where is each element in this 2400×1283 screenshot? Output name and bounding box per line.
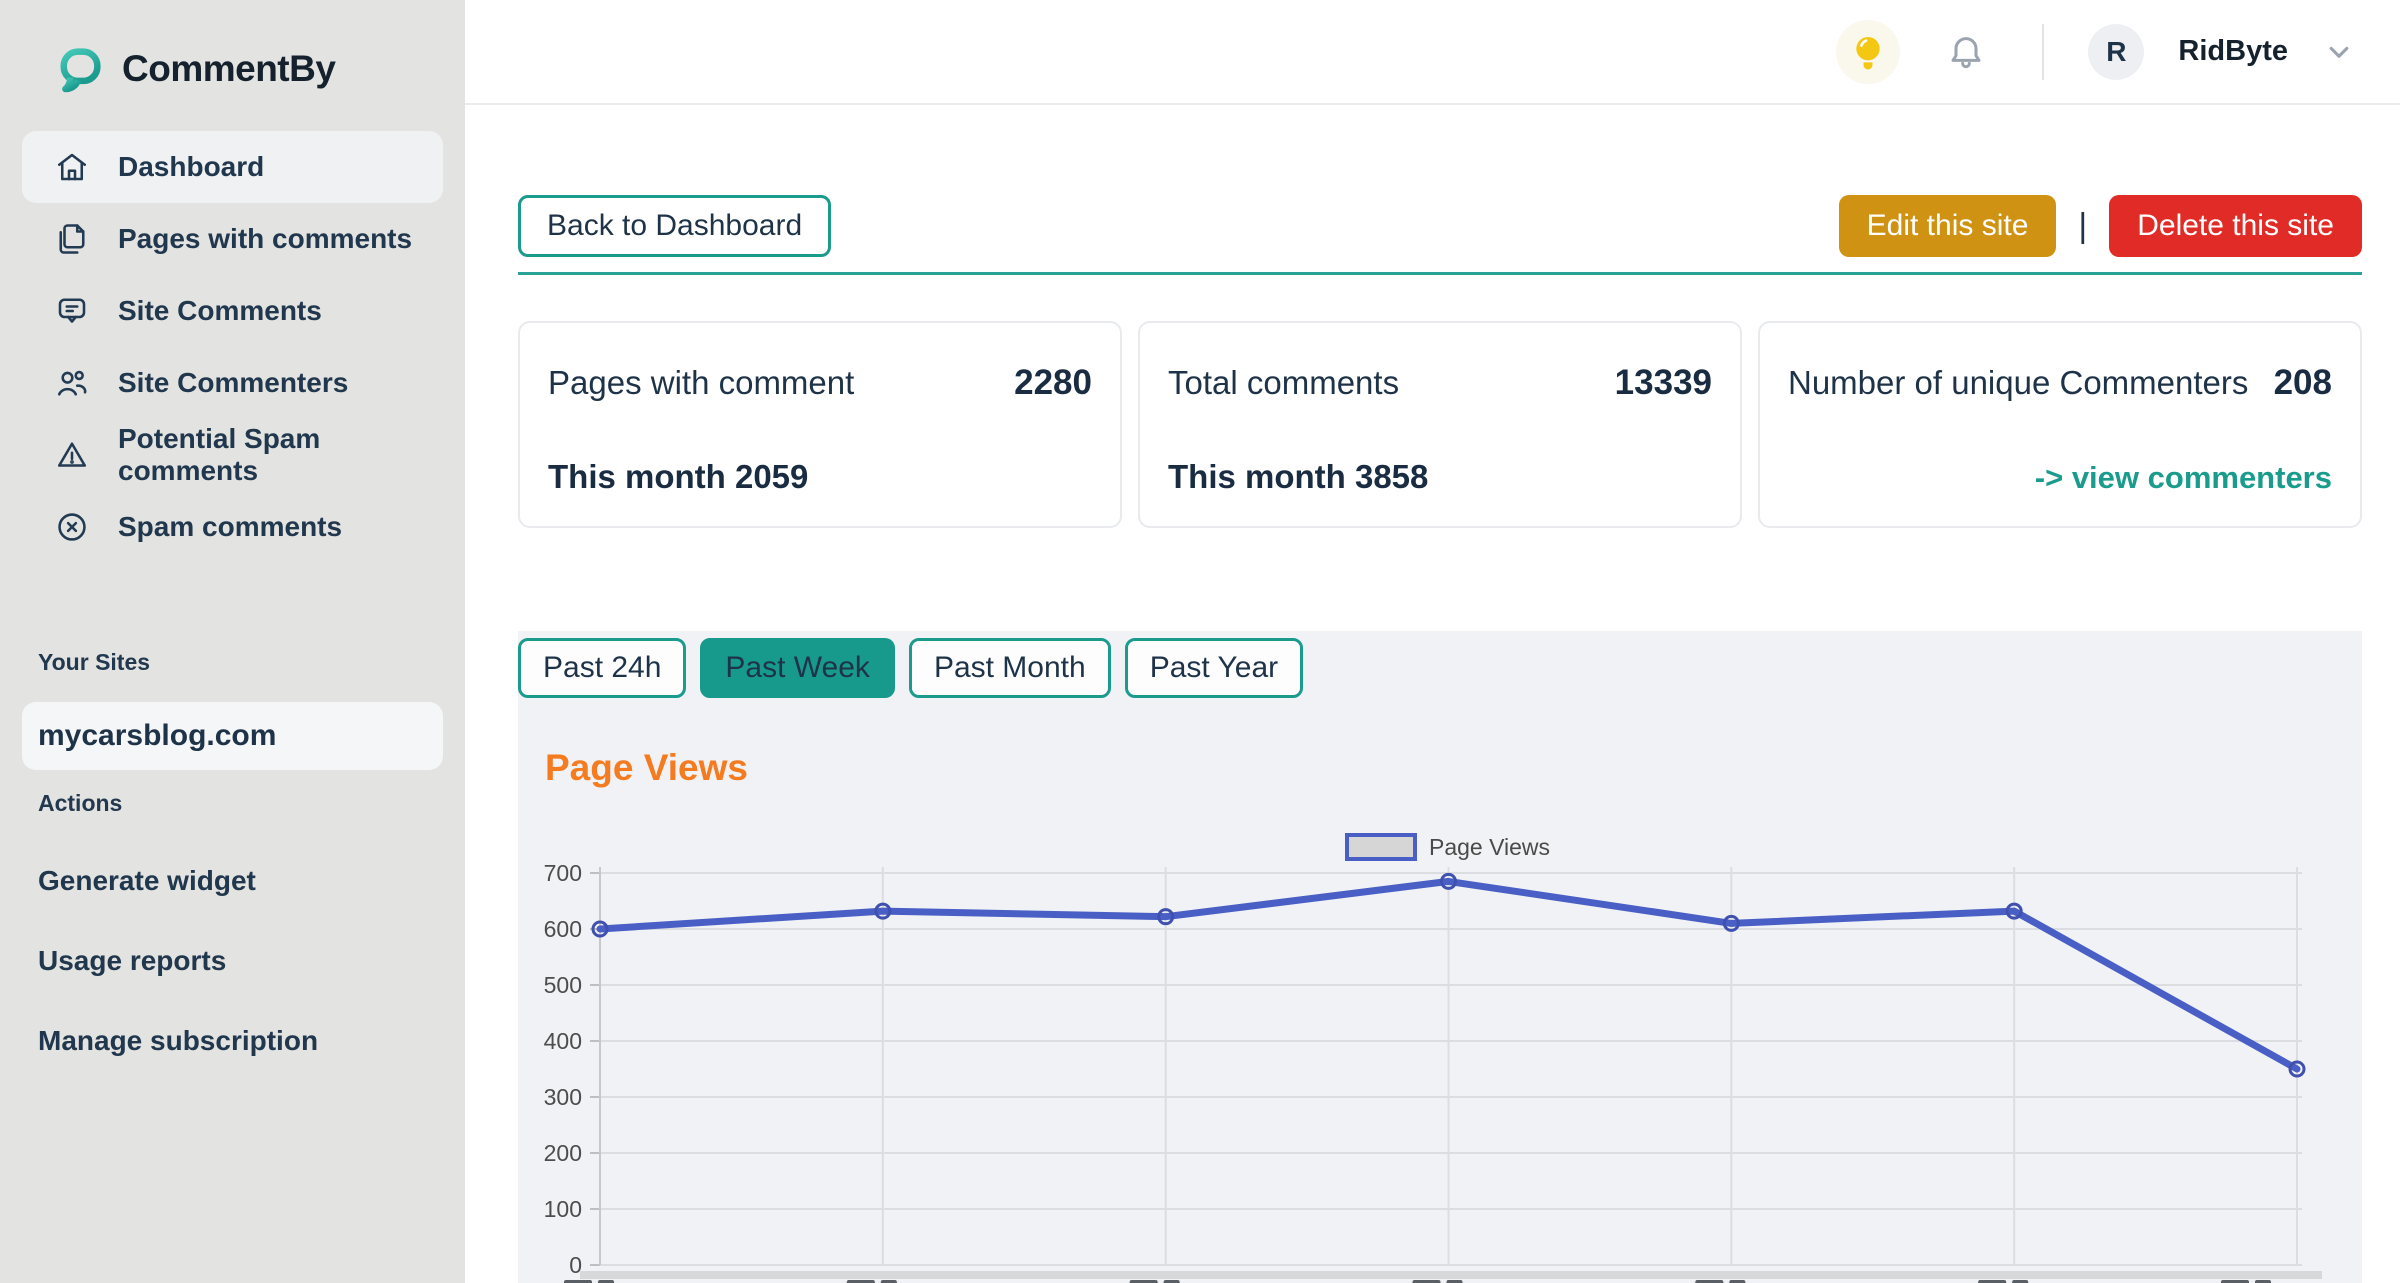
site-name: mycarsblog.com <box>38 719 277 752</box>
notifications-button[interactable] <box>1934 20 1998 84</box>
teal-divider <box>518 272 2362 275</box>
users-icon <box>54 365 90 401</box>
chart-legend: Page Views <box>1345 833 1550 861</box>
sidebar-item-label: Dashboard <box>118 151 265 182</box>
stat-value: 2280 <box>1014 363 1092 402</box>
main-area: R RidByte Back to Dashboard Edit this si… <box>465 0 2400 1283</box>
pages-icon <box>54 221 90 257</box>
sidebar-site-mycarsblog[interactable]: mycarsblog.com <box>22 702 443 770</box>
stat-label: Total comments <box>1168 364 1400 401</box>
sidebar-item-dashboard[interactable]: Dashboard <box>22 131 443 203</box>
view-commenters-link[interactable]: -> view commenters <box>2034 460 2332 495</box>
site-actions: Edit this site | Delete this site <box>1838 195 2362 257</box>
tab-past-year[interactable]: Past Year <box>1124 638 1304 698</box>
lightbulb-icon <box>1856 36 1881 69</box>
stat-sub: This month 3858 <box>1168 458 1429 495</box>
stat-card-pages-with-comment: Pages with comment 2280 This month 2059 <box>518 321 1122 528</box>
sidebar-item-spam-comments[interactable]: Spam comments <box>22 491 443 563</box>
header-divider <box>2042 23 2045 80</box>
sidebar-item-potential-spam[interactable]: Potential Spam comments <box>22 419 443 491</box>
stat-sub: This month 2059 <box>548 458 809 495</box>
sidebar-item-label: Site Commenters <box>118 367 349 398</box>
circle-x-icon <box>54 509 90 545</box>
tips-button[interactable] <box>1836 19 1901 84</box>
edit-site-button[interactable]: Edit this site <box>1838 195 2057 257</box>
top-header: R RidByte <box>465 0 2400 105</box>
svg-text:200: 200 <box>544 1140 582 1166</box>
site-toolbar: Back to Dashboard Edit this site | Delet… <box>518 195 2362 257</box>
svg-text:700: 700 <box>544 860 582 886</box>
brand-name: CommentBy <box>122 47 336 89</box>
tab-past-week[interactable]: Past Week <box>700 638 895 698</box>
chart-panel-background <box>518 631 2362 1283</box>
sidebar-item-label: Spam comments <box>118 511 343 542</box>
stat-card-unique-commenters: Number of unique Commenters 208 -> view … <box>1758 321 2362 528</box>
warning-icon <box>54 437 90 473</box>
stat-value: 13339 <box>1614 363 1712 402</box>
stats-cards: Pages with comment 2280 This month 2059 … <box>518 321 2362 528</box>
user-menu[interactable]: RidByte <box>2178 35 2288 67</box>
sidebar-nav: Dashboard Pages with comments Site Comme… <box>0 131 465 563</box>
tab-past-month[interactable]: Past Month <box>908 638 1111 698</box>
avatar-initial: R <box>2106 35 2127 67</box>
home-icon <box>54 149 90 185</box>
button-separator: | <box>2078 206 2088 245</box>
svg-text:0: 0 <box>569 1252 582 1278</box>
sidebar-item-pages-with-comments[interactable]: Pages with comments <box>22 203 443 275</box>
svg-text:500: 500 <box>544 972 582 998</box>
legend-label: Page Views <box>1429 833 1551 860</box>
brand-logo[interactable]: CommentBy <box>0 0 465 105</box>
svg-text:300: 300 <box>544 1084 582 1110</box>
sidebar: CommentBy Dashboard Pages with comments <box>0 0 465 1283</box>
svg-text:400: 400 <box>544 1028 582 1054</box>
page-views-line-chart: 0 100 200 300 400 500 600 700 <box>544 860 2322 1283</box>
stat-value: 208 <box>2273 363 2332 402</box>
sidebar-item-generate-widget[interactable]: Generate widget <box>38 865 256 896</box>
stat-card-total-comments: Total comments 13339 This month 3858 <box>1138 321 1742 528</box>
sidebar-item-site-commenters[interactable]: Site Commenters <box>22 347 443 419</box>
sidebar-section-actions: Actions <box>38 790 123 816</box>
sidebar-item-label: Potential Spam comments <box>118 423 321 486</box>
chart-title: Page Views <box>545 747 748 788</box>
comment-icon <box>54 293 90 329</box>
legend-swatch <box>1345 833 1417 861</box>
stat-label: Number of unique Commenters <box>1788 364 2249 401</box>
avatar[interactable]: R <box>2088 23 2145 80</box>
sidebar-section-your-sites: Your Sites <box>38 649 151 675</box>
commentby-logo-icon <box>60 47 101 92</box>
svg-text:100: 100 <box>544 1196 582 1222</box>
page-content: Back to Dashboard Edit this site | Delet… <box>465 195 2400 1283</box>
sidebar-item-site-comments[interactable]: Site Comments <box>22 275 443 347</box>
back-to-dashboard-button[interactable]: Back to Dashboard <box>518 195 832 257</box>
stat-label: Pages with comment <box>548 364 855 401</box>
chevron-down-icon[interactable] <box>2322 35 2356 69</box>
bell-icon <box>1951 36 1981 68</box>
svg-text:600: 600 <box>544 916 582 942</box>
sidebar-item-label: Pages with comments <box>118 223 413 254</box>
sidebar-item-usage-reports[interactable]: Usage reports <box>38 945 227 976</box>
delete-site-button[interactable]: Delete this site <box>2109 195 2362 257</box>
time-range-tabs: Past 24h Past Week Past Month Past Year <box>518 638 1304 698</box>
sidebar-item-manage-subscription[interactable]: Manage subscription <box>38 1025 319 1056</box>
page-views-panel: Past 24h Past Week Past Month Past Year … <box>465 631 2400 1283</box>
tab-past-24h[interactable]: Past 24h <box>518 638 687 698</box>
sidebar-item-label: Site Comments <box>118 295 322 326</box>
